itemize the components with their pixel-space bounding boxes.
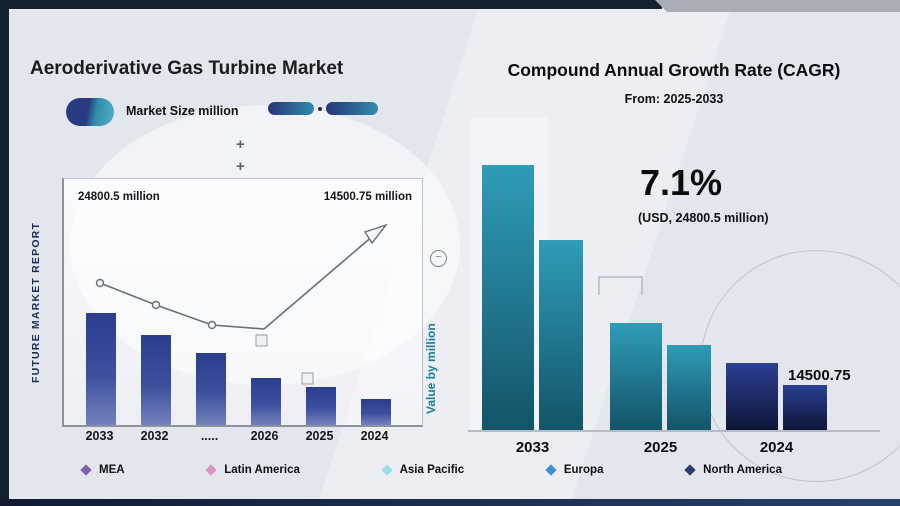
top-right-gray-strip	[655, 0, 900, 12]
left-x-label-1: 2033	[85, 429, 114, 443]
right-x-label-2033: 2033	[515, 439, 550, 456]
left-bar-2	[141, 335, 171, 425]
legend-diamond-icon	[684, 464, 696, 476]
right-bar-2024-1	[726, 363, 778, 430]
left-x-label-5: 2025	[305, 429, 334, 443]
right-bar-2025-2	[667, 345, 711, 430]
arrow-head-icon	[363, 223, 388, 245]
right-group-2024: 2024	[726, 363, 827, 456]
left-bar-5	[306, 387, 336, 425]
left-x-label-2: 2032	[140, 429, 169, 443]
pill-separator-dot-icon	[318, 107, 322, 111]
left-x-label-3: .....	[200, 429, 219, 443]
cagr-chart: 2033 2025 2024	[470, 118, 880, 456]
cagr-title: Compound Annual Growth Rate (CAGR)	[507, 60, 841, 80]
legend-item-asia-pacific: Asia Pacific	[380, 464, 465, 476]
market-size-legend-label: Market Size million	[126, 104, 239, 118]
cagr-note: (USD, 24800.5 million)	[638, 211, 769, 225]
gradient-pill-icon	[326, 102, 378, 115]
legend-label: Latin America	[224, 464, 300, 476]
right-x-label-2025: 2025	[643, 439, 678, 456]
left-bar-6	[361, 399, 391, 425]
left-x-labels: 2033 2032..... 2026 2025 2024	[62, 429, 420, 443]
right-bars-2025	[610, 323, 711, 430]
left-bar-3	[196, 353, 226, 425]
legend-diamond-icon	[380, 464, 393, 476]
bottom-accent-strip	[0, 499, 900, 506]
left-bars	[64, 313, 422, 425]
market-size-chart: 24800.5 million 14500.75 million	[62, 178, 423, 427]
right-bars-2024	[726, 363, 827, 430]
right-group-2033: 2033	[482, 165, 583, 456]
left-x-label-4: 2026	[250, 429, 279, 443]
cagr-subtitle: From: 2025-2033	[624, 92, 724, 106]
left-accent-strip	[0, 0, 9, 506]
left-bar-1	[86, 313, 116, 425]
cagr-value: 7.1%	[640, 162, 723, 203]
legend-item-europa: Europa	[545, 464, 604, 476]
legend-label: MEA	[99, 464, 125, 476]
right-group-2025: 2025	[610, 323, 711, 456]
line-marker-icon	[95, 278, 105, 288]
right-x-label-2024: 2024	[759, 439, 794, 456]
legend-diamond-icon	[545, 464, 557, 476]
top-accent-strip	[0, 0, 662, 9]
legend-label: Asia Pacific	[399, 464, 465, 476]
right-bar-2033-2	[539, 240, 583, 430]
right-bar-2024-2	[783, 385, 827, 430]
plus-mark-icon: +	[236, 158, 245, 175]
legend-diamond-icon	[80, 464, 92, 476]
market-size-cylinder-icon	[66, 98, 114, 126]
legend-diamond-icon	[205, 464, 217, 476]
page-title: Aeroderivative Gas Turbine Market	[30, 58, 344, 79]
right-bar-2025-1	[610, 323, 662, 430]
plus-mark-icon: +	[236, 136, 245, 153]
right-bar-2033-1	[482, 165, 534, 430]
legend-label: North America	[703, 464, 782, 476]
legend-item-latin-america: Latin America	[205, 464, 300, 476]
legend-label: Europa	[563, 464, 604, 476]
gradient-pill-icon	[268, 102, 314, 115]
legend-item-north-america: North America	[684, 464, 782, 476]
right-chart-baseline	[468, 430, 880, 432]
bottom-legend: MEA Latin America Asia Pacific Europa North …	[80, 464, 782, 476]
value-axis-label: Value by million	[424, 323, 438, 414]
right-bars-2033	[482, 165, 583, 430]
legend-item-mea: MEA	[80, 464, 125, 476]
chart-min-value-label: 14500.75 million	[323, 191, 412, 203]
right-annotation-value: 14500.75	[788, 367, 851, 384]
left-bar-4	[251, 378, 281, 425]
left-x-label-6: 2024	[360, 429, 389, 443]
line-marker-icon	[151, 300, 161, 310]
chart-max-value-label: 24800.5 million	[78, 191, 160, 203]
minus-circle-icon: −	[430, 250, 447, 267]
side-watermark-label: FUTURE MARKET REPORT	[30, 221, 42, 383]
